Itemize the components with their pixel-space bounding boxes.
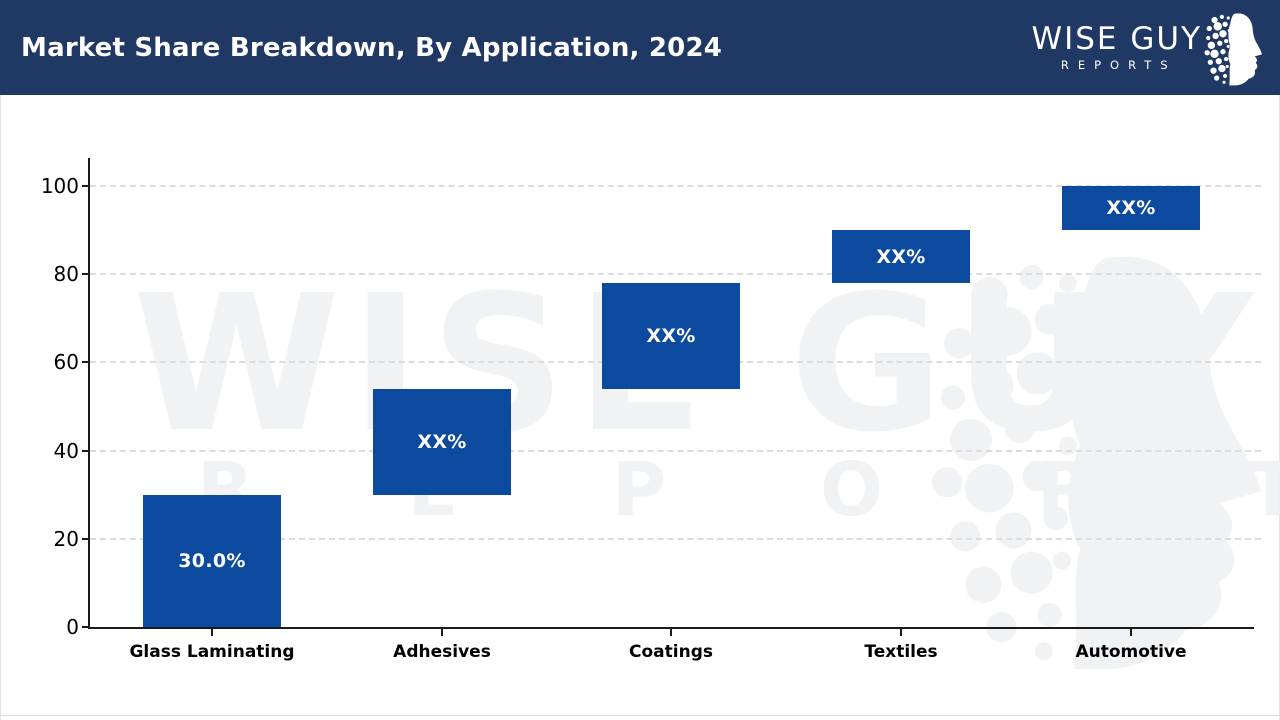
x-axis-line: [88, 627, 1254, 629]
y-axis-line: [88, 158, 90, 629]
y-tick-mark-40: [82, 449, 90, 452]
dotted-head-profile-icon: [1204, 12, 1262, 85]
gridline-20: [90, 537, 1261, 540]
category-label-automotive: Automotive: [1075, 642, 1187, 662]
category-label-coatings: Coatings: [629, 642, 713, 662]
category-label-adhesives: Adhesives: [393, 642, 491, 662]
x-tick-mark-glass-laminating: [211, 629, 213, 636]
category-label-glass-laminating: Glass Laminating: [129, 642, 295, 662]
gridline-100: [90, 185, 1261, 187]
card-bottom-border: [1, 715, 1280, 716]
bar-automotive: XX%: [1062, 186, 1200, 231]
y-tick-label-60: 60: [53, 350, 79, 375]
y-tick-label-0: 0: [66, 615, 79, 639]
gridline-80: [90, 273, 1261, 276]
chart-canvas: WISE GUY R E P O R T S 02040608010030.0%…: [0, 95, 1280, 720]
y-tick-mark-60: [82, 361, 90, 364]
bar-textiles: XX%: [832, 230, 970, 283]
x-tick-mark-coatings: [670, 629, 672, 636]
bar-value-label-adhesives: XX%: [417, 430, 467, 453]
logo-subtext: REPORTS: [1060, 57, 1177, 72]
bar-glass-laminating: 30.0%: [143, 494, 281, 627]
x-tick-mark-adhesives: [441, 629, 443, 636]
bar-value-label-automotive: XX%: [1106, 197, 1156, 220]
logo-text: WISE GUY REPORTS: [1031, 23, 1202, 72]
y-tick-mark-100: [82, 185, 90, 187]
y-tick-label-80: 80: [53, 262, 79, 287]
gridline-40: [90, 449, 1261, 452]
y-tick-mark-80: [82, 273, 90, 276]
logo-wordmark: WISE GUY: [1031, 21, 1202, 58]
header-bar: Market Share Breakdown, By Application, …: [0, 0, 1280, 95]
dotted-head-profile-watermark: [932, 256, 1261, 670]
bar-adhesives: XX%: [373, 388, 511, 495]
bar-value-label-glass-laminating: 30.0%: [178, 549, 246, 572]
x-tick-mark-automotive: [1130, 629, 1132, 636]
wise-guy-reports-logo: WISE GUY REPORTS: [1031, 8, 1280, 88]
bar-value-label-coatings: XX%: [646, 324, 696, 347]
x-tick-mark-textiles: [900, 629, 902, 636]
plot: 0 20 40 60 80 100 30.0% Glass Laminating XX% Adhe…: [1, 95, 1280, 720]
y-tick-label-100: 100: [40, 174, 79, 198]
category-label-textiles: Textiles: [864, 642, 938, 662]
bar-coatings: XX%: [602, 283, 740, 389]
bar-value-label-textiles: XX%: [876, 245, 926, 268]
y-tick-label-20: 20: [53, 526, 79, 551]
y-tick-mark-0: [82, 626, 90, 628]
y-tick-label-40: 40: [53, 438, 79, 463]
y-tick-mark-20: [82, 537, 90, 540]
page-title: Market Share Breakdown, By Application, …: [21, 32, 723, 63]
